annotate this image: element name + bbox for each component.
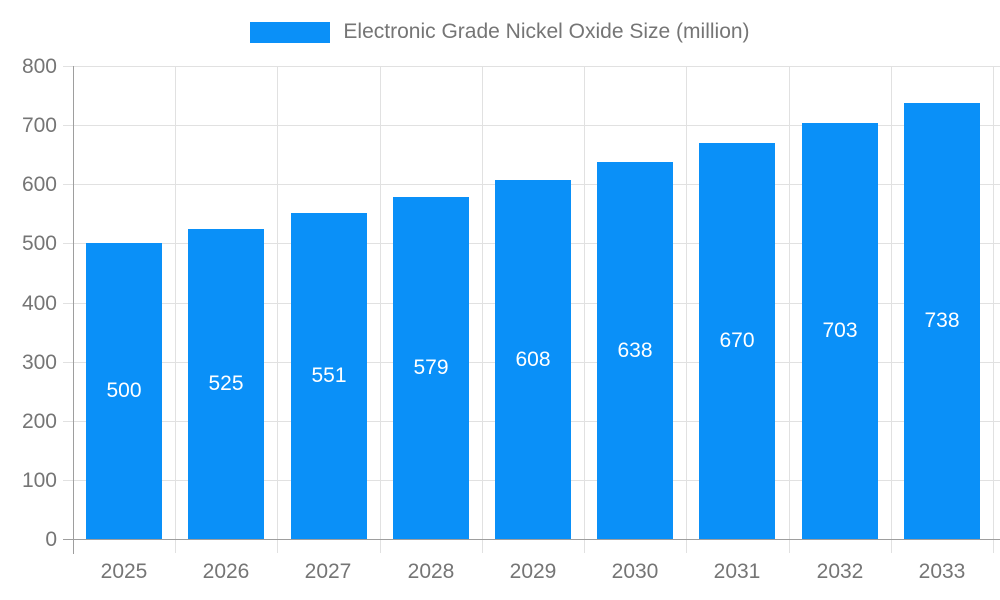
- bar[interactable]: 525: [188, 229, 264, 539]
- y-axis-label: 500: [21, 232, 57, 255]
- x-axis-label: 2029: [509, 560, 557, 583]
- v-gridline: [789, 66, 790, 553]
- y-axis-label: 400: [21, 292, 57, 315]
- x-axis-label: 2026: [202, 560, 250, 583]
- bar[interactable]: 579: [393, 197, 469, 539]
- y-axis-label: 0: [45, 528, 57, 551]
- bar-value-label: 738: [924, 309, 960, 332]
- v-gridline: [993, 66, 994, 553]
- bar[interactable]: 738: [904, 103, 980, 539]
- bar-value-label: 579: [413, 356, 449, 379]
- y-axis-label: 600: [21, 173, 57, 196]
- y-axis-label: 200: [21, 410, 57, 433]
- bar[interactable]: 638: [597, 162, 673, 539]
- v-gridline: [584, 66, 585, 553]
- legend[interactable]: Electronic Grade Nickel Oxide Size (mill…: [0, 20, 1000, 44]
- x-axis-label: 2030: [611, 560, 659, 583]
- v-gridline: [175, 66, 176, 553]
- y-axis-line: [73, 66, 74, 554]
- y-axis-label: 300: [21, 351, 57, 374]
- bar[interactable]: 608: [495, 180, 571, 539]
- x-axis-label: 2028: [407, 560, 455, 583]
- bar-value-label: 703: [822, 319, 858, 342]
- bar[interactable]: 670: [699, 143, 775, 539]
- x-axis-label: 2032: [816, 560, 864, 583]
- x-axis-label: 2031: [713, 560, 761, 583]
- bar-value-label: 500: [106, 379, 142, 402]
- bar[interactable]: 500: [86, 243, 162, 539]
- v-gridline: [277, 66, 278, 553]
- x-axis-label: 2025: [100, 560, 148, 583]
- v-gridline: [686, 66, 687, 553]
- h-gridline: [63, 66, 1000, 67]
- x-axis-line: [63, 539, 1000, 540]
- bar-value-label: 638: [617, 338, 653, 362]
- v-gridline: [482, 66, 483, 553]
- v-gridline: [380, 66, 381, 553]
- y-axis-label: 100: [21, 469, 57, 492]
- bar-value-label: 551: [311, 364, 347, 387]
- bar-value-label: 525: [208, 372, 244, 395]
- h-gridline: [63, 125, 1000, 126]
- bar-value-label: 608: [515, 347, 551, 371]
- x-axis-label: 2033: [918, 560, 966, 583]
- bar[interactable]: 703: [802, 123, 878, 539]
- x-axis-label: 2027: [304, 560, 352, 583]
- bar[interactable]: 551: [291, 213, 367, 539]
- y-axis-label: 700: [21, 114, 57, 137]
- legend-label: Electronic Grade Nickel Oxide Size (mill…: [343, 20, 750, 43]
- bar-value-label: 670: [719, 329, 755, 352]
- legend-swatch-icon: [250, 21, 331, 43]
- v-gridline: [891, 66, 892, 553]
- y-axis-label: 800: [21, 55, 57, 78]
